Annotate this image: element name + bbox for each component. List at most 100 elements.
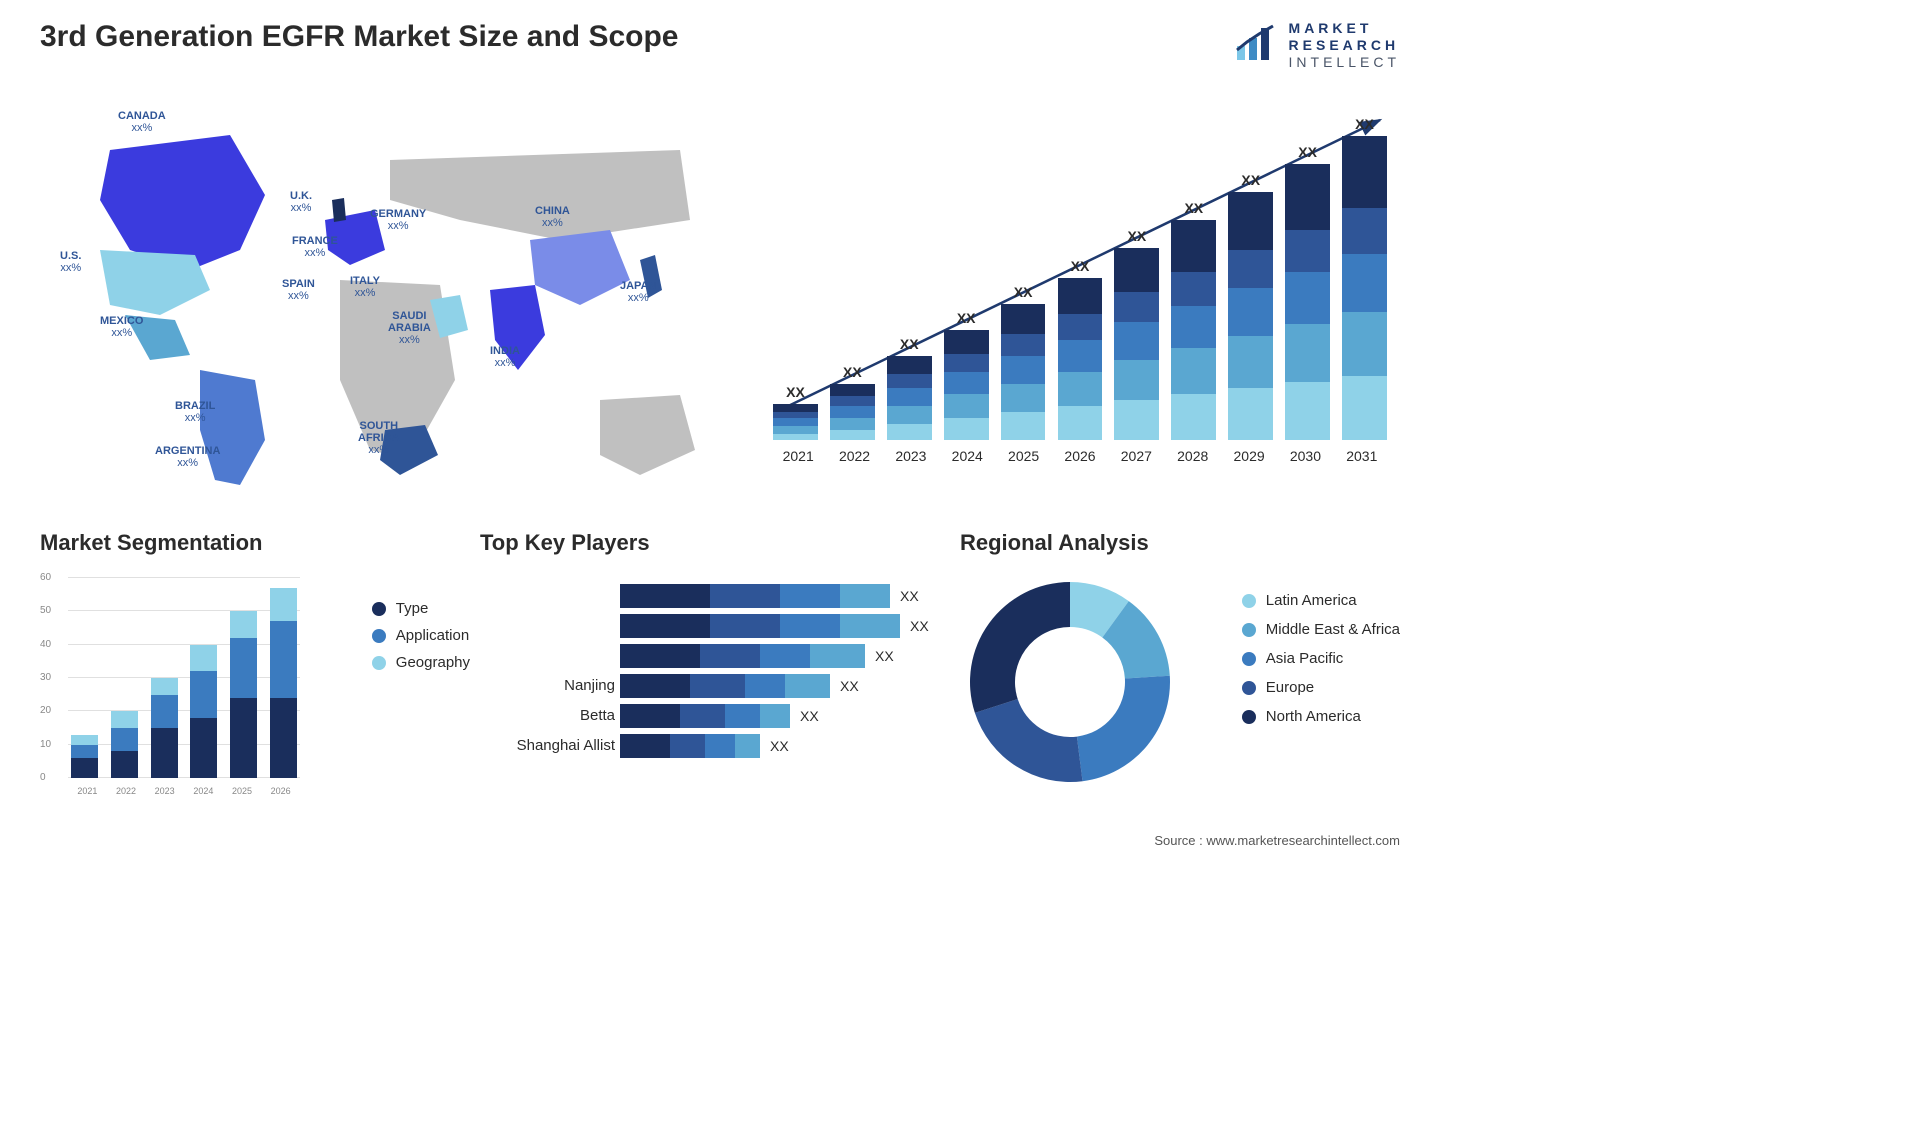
map-label-spain: SPAINxx% [282, 278, 315, 302]
growth-seg [887, 424, 932, 440]
tkp-seg [710, 614, 780, 638]
growth-seg [830, 406, 875, 418]
growth-seg [830, 418, 875, 430]
growth-top-label: XX [1014, 284, 1033, 300]
tkp-names: NanjingBettaShanghai Allist [480, 578, 615, 764]
tkp-seg [725, 704, 760, 728]
tkp-name [480, 614, 615, 638]
growth-top-label: XX [1298, 144, 1317, 160]
tkp-row: XX [620, 674, 940, 698]
map-label-u-k-: U.K.xx% [290, 190, 312, 214]
seg-seg [71, 735, 98, 745]
tkp-value: XX [875, 648, 894, 664]
growth-seg [773, 426, 818, 434]
seg-legend-item: Type [372, 600, 470, 617]
market-segmentation: Market Segmentation 01020304050602021202… [40, 530, 470, 820]
seg-y-tick: 50 [40, 605, 51, 616]
seg-legend-item: Geography [372, 654, 470, 671]
tkp-value: XX [840, 678, 859, 694]
growth-col-2023: XX [884, 336, 935, 440]
map-region-china [530, 230, 630, 305]
swatch-icon [372, 629, 386, 643]
growth-col-2031: XX [1339, 116, 1390, 440]
growth-chart: XXXXXXXXXXXXXXXXXXXXXX 20212022202320242… [760, 100, 1400, 470]
seg-seg [111, 728, 138, 751]
seg-legend-item: Application [372, 627, 470, 644]
seg-seg [71, 745, 98, 758]
growth-col-2026: XX [1055, 258, 1106, 440]
seg-seg [230, 698, 257, 778]
tkp-seg [735, 734, 760, 758]
seg-year-label: 2026 [261, 786, 300, 796]
growth-seg [1171, 272, 1216, 306]
tkp-seg [710, 584, 780, 608]
growth-seg [1285, 324, 1330, 382]
growth-year-label: 2031 [1334, 448, 1390, 464]
growth-seg [1228, 336, 1273, 388]
growth-seg [1342, 376, 1387, 440]
tkp-row: XX [620, 734, 940, 758]
growth-seg [1001, 334, 1046, 356]
growth-col-2027: XX [1111, 228, 1162, 440]
growth-top-label: XX [1241, 172, 1260, 188]
swatch-icon [1242, 594, 1256, 608]
brand-logo: MARKET RESEARCH INTELLECT [1233, 20, 1400, 70]
tkp-seg [760, 704, 790, 728]
donut-slice [975, 699, 1083, 782]
seg-legend: Type Application Geography [372, 590, 470, 681]
swatch-icon [1242, 623, 1256, 637]
growth-seg [1228, 250, 1273, 288]
growth-seg [1058, 340, 1103, 372]
seg-seg [190, 645, 217, 672]
growth-seg [1001, 304, 1046, 334]
map-label-france: FRANCExx% [292, 235, 338, 259]
growth-seg [944, 418, 989, 440]
map-region-australia [600, 395, 695, 475]
growth-seg [944, 354, 989, 372]
growth-top-label: XX [957, 310, 976, 326]
seg-seg [111, 751, 138, 778]
donut-chart [960, 572, 1180, 792]
growth-seg [1171, 394, 1216, 440]
tkp-row: XX [620, 644, 940, 668]
tkp-name [480, 584, 615, 608]
growth-year-label: 2024 [939, 448, 995, 464]
reg-legend-item: Europe [1242, 679, 1400, 696]
growth-seg [1114, 322, 1159, 360]
page-title: 3rd Generation EGFR Market Size and Scop… [40, 20, 679, 54]
seg-chart: 0102030405060202120222023202420252026 [40, 570, 300, 800]
reg-legend-label: North America [1266, 708, 1361, 725]
logo-line2: RESEARCH [1289, 37, 1400, 54]
tkp-seg [670, 734, 705, 758]
donut-slice [970, 582, 1070, 713]
swatch-icon [1242, 681, 1256, 695]
seg-year-label: 2023 [145, 786, 184, 796]
seg-y-tick: 10 [40, 739, 51, 750]
growth-seg [1285, 230, 1330, 272]
map-label-argentina: ARGENTINAxx% [155, 445, 220, 469]
tkp-value: XX [800, 708, 819, 724]
growth-top-label: XX [1184, 200, 1203, 216]
tkp-title: Top Key Players [480, 530, 940, 556]
growth-seg [773, 418, 818, 426]
seg-col-2026 [266, 588, 300, 778]
seg-seg [270, 621, 297, 698]
logo-line1: MARKET [1289, 20, 1400, 37]
map-label-canada: CANADAxx% [118, 110, 166, 134]
seg-title: Market Segmentation [40, 530, 470, 556]
seg-seg [230, 611, 257, 638]
tkp-seg [700, 644, 760, 668]
growth-col-2028: XX [1168, 200, 1219, 440]
tkp-seg [785, 674, 830, 698]
key-players: Top Key Players NanjingBettaShanghai All… [480, 530, 940, 820]
growth-seg [1058, 372, 1103, 406]
growth-seg [1342, 136, 1387, 208]
swatch-icon [1242, 652, 1256, 666]
tkp-value: XX [900, 588, 919, 604]
seg-y-tick: 30 [40, 672, 51, 683]
growth-col-2021: XX [770, 384, 821, 440]
reg-legend-label: Middle East & Africa [1266, 621, 1400, 638]
tkp-name [480, 644, 615, 668]
growth-top-label: XX [786, 384, 805, 400]
reg-legend-item: Latin America [1242, 592, 1400, 609]
